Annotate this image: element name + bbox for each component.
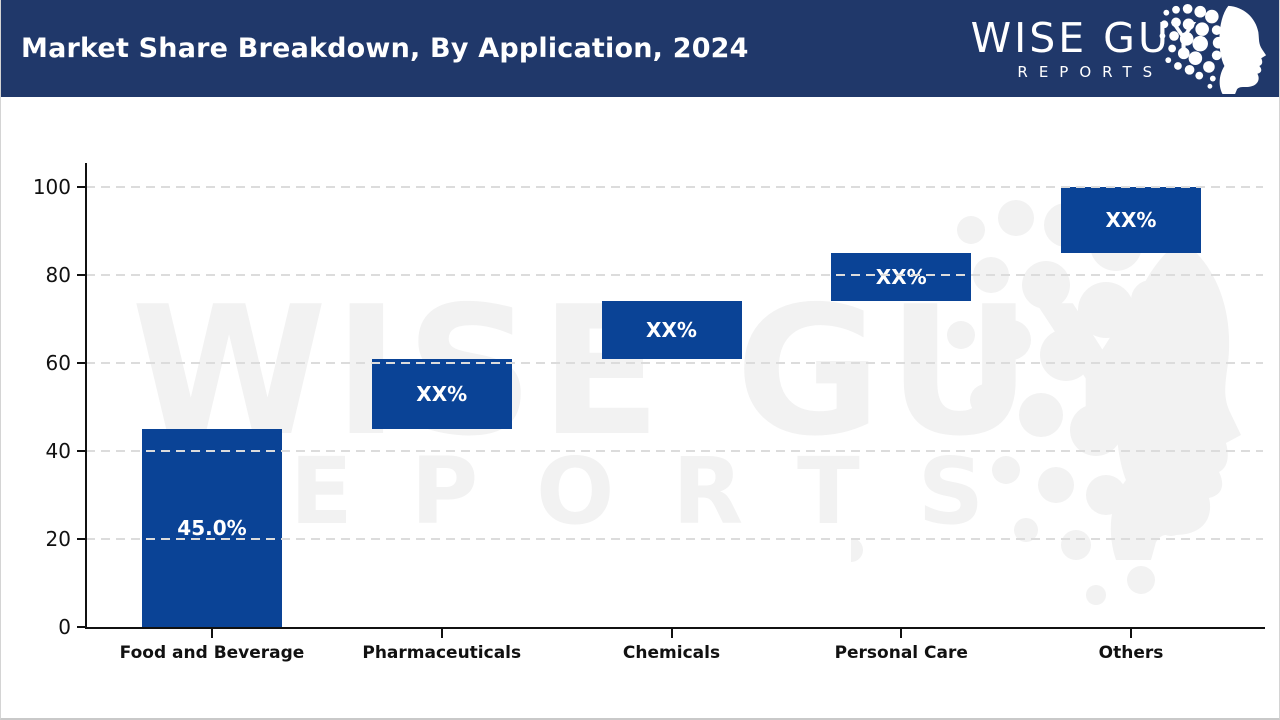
x-tick-label: Food and Beverage [119, 643, 305, 663]
x-tick-label: Pharmaceuticals [362, 643, 522, 663]
dotted-head-icon [1159, 3, 1267, 94]
y-tick-label: 0 [58, 615, 71, 639]
x-tick-mark [1130, 629, 1132, 638]
y-tick-label: 60 [45, 351, 71, 375]
x-axis-line [85, 627, 1265, 629]
logo-subtitle: REPORTS [1017, 62, 1164, 81]
y-tick-mark [77, 626, 86, 628]
bar-pharmaceuticals: XX% [371, 358, 512, 429]
header-bar: Market Share Breakdown, By Application, … [1, 0, 1279, 97]
y-tick-label: 100 [32, 175, 71, 199]
bar-value-label: XX% [1105, 208, 1157, 232]
y-tick-mark [77, 538, 86, 540]
x-tick-mark [440, 629, 443, 638]
wise-guy-reports-logo: WISE GUY REPORTS [971, 3, 1267, 95]
logo-text: WISE GUY REPORTS [970, 13, 1199, 81]
page-title: Market Share Breakdown, By Application, … [21, 33, 749, 64]
y-tick-mark [77, 274, 86, 276]
gridline [86, 450, 1263, 452]
y-tick-label: 40 [45, 439, 71, 463]
x-tick-label: Chemicals [622, 643, 721, 663]
y-tick-label: 80 [45, 263, 71, 287]
bar-value-label: 45.0% [177, 516, 247, 540]
x-tick-label: Others [1098, 643, 1164, 663]
gridline [86, 274, 1263, 276]
bar-chemicals: XX% [601, 301, 742, 359]
bar-others: XX% [1061, 187, 1201, 253]
bar-food-and-beverage: 45.0% [142, 429, 282, 627]
x-tick-mark [900, 629, 903, 638]
bar-value-label: XX% [646, 317, 697, 342]
y-tick-label: 20 [45, 527, 71, 551]
bar-value-label: XX% [416, 381, 468, 406]
y-tick-mark [77, 186, 86, 188]
gridline [86, 362, 1263, 364]
x-tick-mark [670, 629, 673, 638]
watermark-dotted-head [851, 200, 1241, 605]
bar-personal-care: XX% [831, 253, 972, 302]
x-tick-label: Personal Care [834, 643, 968, 663]
watermark-subtitle: REPORTS [161, 438, 1043, 545]
y-tick-mark [77, 450, 86, 452]
y-axis-line [85, 163, 87, 629]
logo-wordmark: WISE GUY [970, 13, 1199, 62]
x-tick-mark [211, 629, 213, 638]
gridline [86, 186, 1263, 188]
gridline [86, 538, 1263, 540]
bar-value-label: XX% [875, 265, 927, 290]
plot-area: 0 20 40 60 80 100 45.0% Food and Beverage XX% Pha… [1, 97, 1279, 718]
y-tick-mark [77, 362, 86, 364]
